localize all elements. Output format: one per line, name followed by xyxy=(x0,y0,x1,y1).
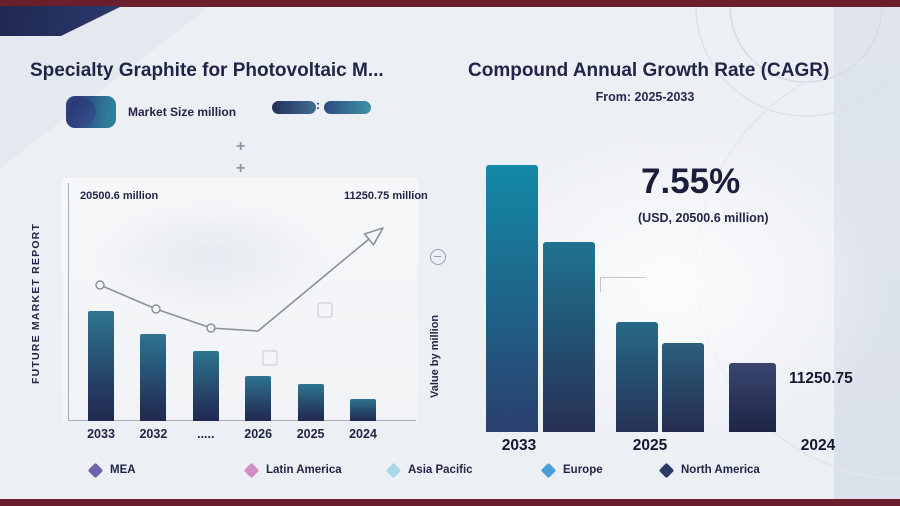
decorative-pill xyxy=(272,101,316,114)
trend-marker-icon xyxy=(151,304,161,314)
trend-line-chart xyxy=(95,227,384,366)
trend-arrow-head-icon xyxy=(363,227,384,246)
x-tick-label: ..... xyxy=(197,427,215,441)
top-border-strip xyxy=(0,0,900,7)
x-tick-label: 2025 xyxy=(296,427,325,441)
market-size-chart-axes xyxy=(68,183,416,421)
x-tick-label: 2032 xyxy=(139,427,168,441)
x-tick-label: 2033 xyxy=(87,427,115,441)
market-size-bar-2026 xyxy=(245,376,272,421)
right-chart-subtitle: From: 2025-2033 xyxy=(595,90,695,104)
trend-marker-icon xyxy=(206,323,216,333)
annotation-start-value: 20500.6 million xyxy=(80,190,159,202)
left-chart-title: Specialty Graphite for Photovoltaic M... xyxy=(30,60,384,81)
market-size-legend-swatch xyxy=(66,96,116,128)
right-chart-title: Compound Annual Growth Rate (CAGR) xyxy=(468,60,830,81)
plus-icon: + xyxy=(236,138,246,155)
left-x-axis: 2033 2032..... 2026 2025 2024 xyxy=(68,427,416,445)
cagr-note: (USD, 20500.6 million) xyxy=(638,211,769,225)
x-tick-label: 2024 xyxy=(349,427,377,441)
market-size-legend-label: Market Size million xyxy=(128,105,237,119)
market-size-bar-2025 xyxy=(297,384,324,421)
pill-separator: : xyxy=(316,98,320,112)
decorative-square xyxy=(262,350,278,366)
right-vertical-axis-label: Value by million xyxy=(429,314,441,398)
x-tick-label: 2026 xyxy=(244,427,273,441)
left-bars-layer xyxy=(68,183,416,421)
plus-icon: + xyxy=(236,160,246,177)
minus-circle-icon xyxy=(430,249,446,265)
bottom-border-strip xyxy=(0,499,900,506)
market-size-bar-2032 xyxy=(140,334,167,421)
market-size-bar-2033 xyxy=(88,311,114,421)
annotation-end-value: 11250.75 million xyxy=(344,190,428,202)
left-vertical-axis-label: FUTURE MARKET REPORT xyxy=(30,222,42,384)
trend-marker-icon xyxy=(95,280,105,290)
decorative-step-line xyxy=(600,277,645,292)
market-size-chart-background xyxy=(62,178,418,421)
market-size-bar-2024 xyxy=(350,399,376,421)
market-size-legend-swatch-inner xyxy=(68,98,96,126)
cagr-value: 7.55% xyxy=(641,162,741,201)
decorative-pill xyxy=(324,101,371,114)
decorative-square xyxy=(317,302,333,318)
market-size-bar-..... xyxy=(192,351,219,421)
end-value-label: 11250.75 xyxy=(789,370,853,387)
